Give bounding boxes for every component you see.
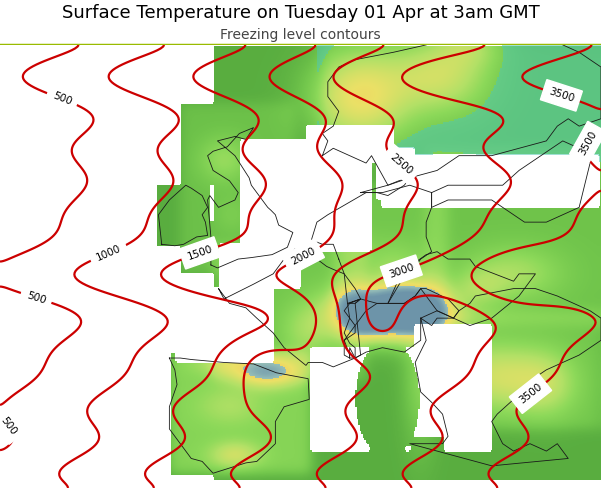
Text: 1500: 1500 bbox=[186, 244, 214, 262]
Text: 3500: 3500 bbox=[517, 382, 544, 406]
Text: 2000: 2000 bbox=[289, 246, 317, 267]
Text: 500: 500 bbox=[51, 91, 73, 107]
Text: 2500: 2500 bbox=[388, 152, 414, 177]
Text: 500: 500 bbox=[0, 415, 18, 437]
Text: Surface Temperature on Tuesday 01 Apr at 3am GMT: Surface Temperature on Tuesday 01 Apr at… bbox=[62, 4, 539, 22]
Text: 3500: 3500 bbox=[548, 86, 575, 104]
Text: 3000: 3000 bbox=[388, 262, 415, 280]
Text: 3500: 3500 bbox=[577, 129, 599, 157]
Text: 500: 500 bbox=[25, 290, 47, 305]
Text: 1000: 1000 bbox=[94, 244, 123, 263]
Text: Freezing level contours: Freezing level contours bbox=[220, 28, 381, 42]
